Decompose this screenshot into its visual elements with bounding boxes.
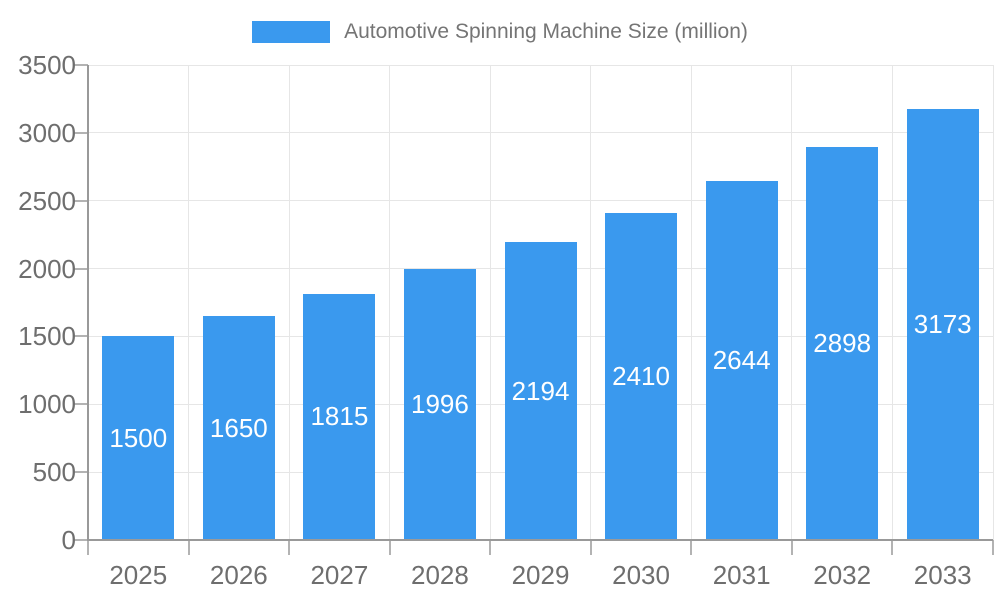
chart-legend[interactable]: Automotive Spinning Machine Size (millio… [0, 14, 1000, 50]
bar-value-label: 2898 [813, 327, 872, 358]
gridline-horizontal [88, 64, 993, 66]
bar-2030: 2410 [605, 212, 678, 539]
gridline-vertical [188, 65, 190, 540]
y-axis-tick-label: 0 [61, 525, 76, 555]
gridline-vertical [690, 65, 692, 540]
gridline-vertical [489, 65, 491, 540]
bar-2027: 1815 [303, 293, 376, 539]
y-axis-tick [74, 539, 88, 541]
bar-2033: 3173 [906, 109, 979, 539]
x-axis-tick-label: 2033 [913, 560, 972, 590]
x-axis-tick [288, 540, 291, 555]
y-axis-tick [74, 403, 88, 406]
gridline-vertical [590, 65, 592, 540]
gridline-horizontal [88, 132, 993, 134]
x-axis-tick [690, 540, 693, 555]
legend-swatch [252, 21, 331, 43]
x-axis-tick [589, 540, 592, 555]
y-axis-tick-label: 2500 [18, 185, 76, 216]
gridline-horizontal [88, 200, 993, 202]
x-axis-tick-label: 2030 [612, 560, 670, 590]
gridline-vertical [288, 65, 290, 540]
bar-2025: 1500 [102, 336, 175, 539]
y-axis-tick [74, 267, 88, 270]
bar-2028: 1996 [403, 269, 476, 539]
bar-2032: 2898 [806, 146, 879, 539]
y-axis-tick-label: 1000 [18, 389, 76, 420]
y-axis-tick [74, 131, 88, 134]
bar-value-label: 1650 [209, 412, 268, 443]
bar-value-label: 3173 [913, 309, 972, 340]
y-axis-tick [74, 471, 88, 474]
gridline-vertical [389, 65, 391, 540]
gridline-vertical [992, 65, 994, 540]
gridline-vertical [891, 65, 893, 540]
bar-2031: 2644 [705, 181, 778, 539]
bar-value-label: 1500 [109, 422, 168, 453]
x-axis-tick [187, 540, 190, 555]
x-axis-tick-label: 2031 [712, 560, 771, 590]
bar-value-label: 2644 [712, 345, 771, 376]
bar-value-label: 1815 [310, 401, 369, 432]
x-axis-tick [891, 540, 894, 555]
y-axis-tick [74, 199, 88, 202]
x-axis-tick [388, 540, 391, 555]
bar-value-label: 2410 [612, 360, 670, 391]
x-axis-tick-label: 2032 [813, 560, 872, 590]
bar-value-label: 2194 [511, 375, 570, 406]
x-axis-tick-label: 2029 [511, 560, 570, 590]
y-axis-tick [74, 335, 88, 338]
x-axis-tick-label: 2028 [411, 560, 469, 590]
y-axis-tick-label: 1500 [18, 321, 76, 352]
bar-2026: 1650 [202, 316, 275, 539]
x-axis-line [88, 539, 993, 541]
x-axis-tick [87, 540, 89, 555]
x-axis-tick [790, 540, 793, 555]
bar-2029: 2194 [504, 242, 577, 539]
y-axis-line [87, 65, 89, 541]
y-axis-tick-label: 3500 [18, 50, 76, 80]
y-axis-tick-label: 3000 [18, 117, 76, 148]
x-axis-tick-label: 2027 [310, 560, 369, 590]
bar-value-label: 1996 [411, 389, 469, 420]
y-axis-tick-label: 2000 [18, 253, 76, 284]
x-axis-tick-label: 2026 [209, 560, 268, 590]
legend-label: Automotive Spinning Machine Size (millio… [344, 20, 748, 43]
x-axis-tick-label: 2025 [109, 560, 168, 590]
y-axis-tick-label: 500 [32, 457, 76, 488]
gridline-vertical [791, 65, 793, 540]
x-axis-tick [992, 540, 994, 555]
y-axis-tick [74, 64, 88, 66]
x-axis-tick [489, 540, 492, 555]
